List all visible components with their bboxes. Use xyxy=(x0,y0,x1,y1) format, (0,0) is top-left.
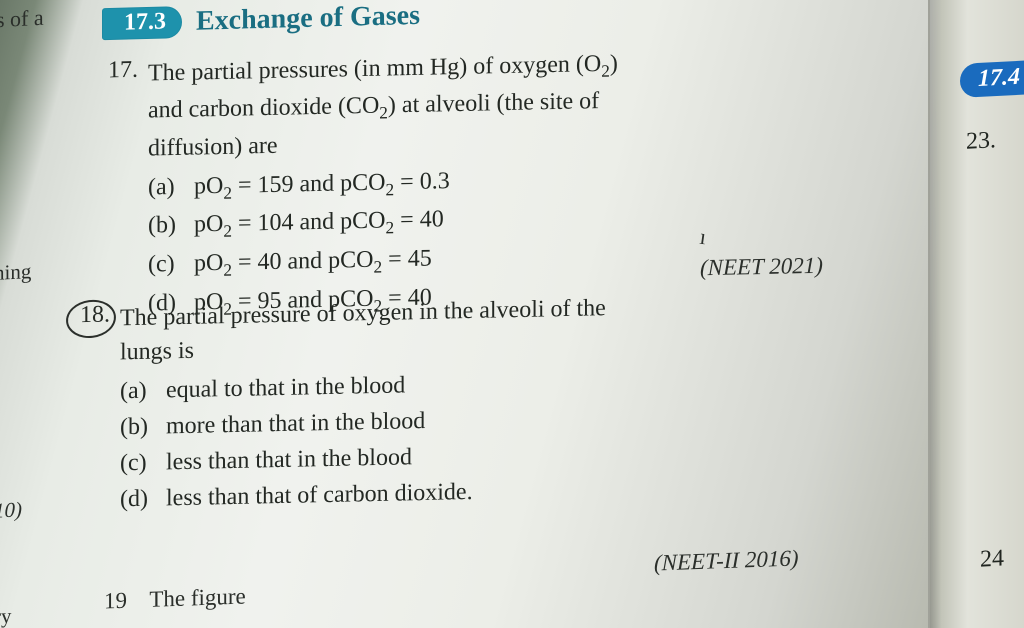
section-header: 17.3 Exchange of Gases xyxy=(102,0,420,40)
q18-line1: The partial pressure of oxygen in the al… xyxy=(120,295,606,331)
opt-part: pO xyxy=(194,173,223,200)
subscript: 2 xyxy=(379,104,388,123)
question-18: 18. The partial pressure of oxygen in th… xyxy=(60,285,880,518)
subscript: 2 xyxy=(601,62,610,81)
opt-part: = 159 and pCO xyxy=(232,169,386,198)
option-label: (c) xyxy=(120,445,166,482)
subscript: 2 xyxy=(374,258,383,277)
q17-line2a: and carbon dioxide (CO xyxy=(148,93,379,124)
option-text: more than that in the blood xyxy=(166,403,425,444)
q17-line1-tail: ) xyxy=(610,51,618,77)
q17-line1: The partial pressures (in mm Hg) of oxyg… xyxy=(148,51,601,86)
option-label: (b) xyxy=(120,409,166,446)
right-page-sliver: 17.4 23. 24 xyxy=(928,0,1024,628)
option-label: (d) xyxy=(120,481,166,518)
margin-fragment: hing xyxy=(0,259,31,286)
question-text: The partial pressures (in mm Hg) of oxyg… xyxy=(148,42,820,165)
option-label: (a) xyxy=(148,168,194,205)
section-number-badge: 17.3 xyxy=(102,6,182,40)
q18-options: (a) equal to that in the blood (b) more … xyxy=(120,358,880,518)
subscript: 2 xyxy=(386,219,395,238)
next-section-badge: 17.4 xyxy=(960,60,1024,98)
margin-fragment: s of a xyxy=(0,5,44,33)
question-number-circled: 18. xyxy=(60,301,120,329)
option-text: equal to that in the blood xyxy=(166,368,405,409)
opt-part: = 40 xyxy=(394,207,444,234)
q18-source: (NEET-II 2016) xyxy=(654,545,799,576)
q19-text: The figure xyxy=(149,584,245,612)
option-text: pO2 = 104 and pCO2 = 40 xyxy=(194,202,444,246)
opt-part: = 45 xyxy=(382,246,432,273)
option-text: less than that of carbon dioxide. xyxy=(166,474,473,516)
option-text: less than that in the blood xyxy=(166,439,412,480)
option-label: (a) xyxy=(120,373,166,410)
margin-fragment: ry xyxy=(0,604,12,628)
textbook-page: s of a hing 10) ry 17.3 Exchange of Gase… xyxy=(0,0,1024,628)
q17-line3: diffusion) are xyxy=(148,132,278,161)
question-number: 17. xyxy=(88,56,148,84)
subscript: 2 xyxy=(223,183,232,202)
subscript: 2 xyxy=(223,222,232,241)
q17-source: (NEET 2021) xyxy=(700,253,823,282)
right-qnum-24: 24 xyxy=(980,545,1004,573)
q19-num: 19 xyxy=(104,587,144,614)
opt-part: = 104 and pCO xyxy=(232,208,386,237)
subscript: 2 xyxy=(386,180,395,199)
question-19-fragment: 19 The figure xyxy=(104,584,246,615)
q18-line2: lungs is xyxy=(120,338,194,366)
section-title: Exchange of Gases xyxy=(196,0,420,38)
opt-part: pO xyxy=(194,250,223,277)
subscript: 2 xyxy=(223,261,232,280)
question-17: 17. The partial pressures (in mm Hg) of … xyxy=(88,42,828,325)
margin-fragment: 10) xyxy=(0,497,22,523)
question-text: The partial pressure of oxygen in the al… xyxy=(120,286,868,370)
right-qnum-23: 23. xyxy=(966,127,996,156)
opt-part: = 0.3 xyxy=(394,168,450,195)
q17-line2b: ) at alveoli (the site of xyxy=(388,88,599,118)
opt-part: pO xyxy=(194,211,223,238)
option-text: pO2 = 40 and pCO2 = 45 xyxy=(194,241,432,285)
option-text: pO2 = 159 and pCO2 = 0.3 xyxy=(194,163,450,207)
option-label: (b) xyxy=(148,207,194,244)
option-label: (c) xyxy=(148,246,194,283)
opt-part: = 40 and pCO xyxy=(232,247,374,276)
